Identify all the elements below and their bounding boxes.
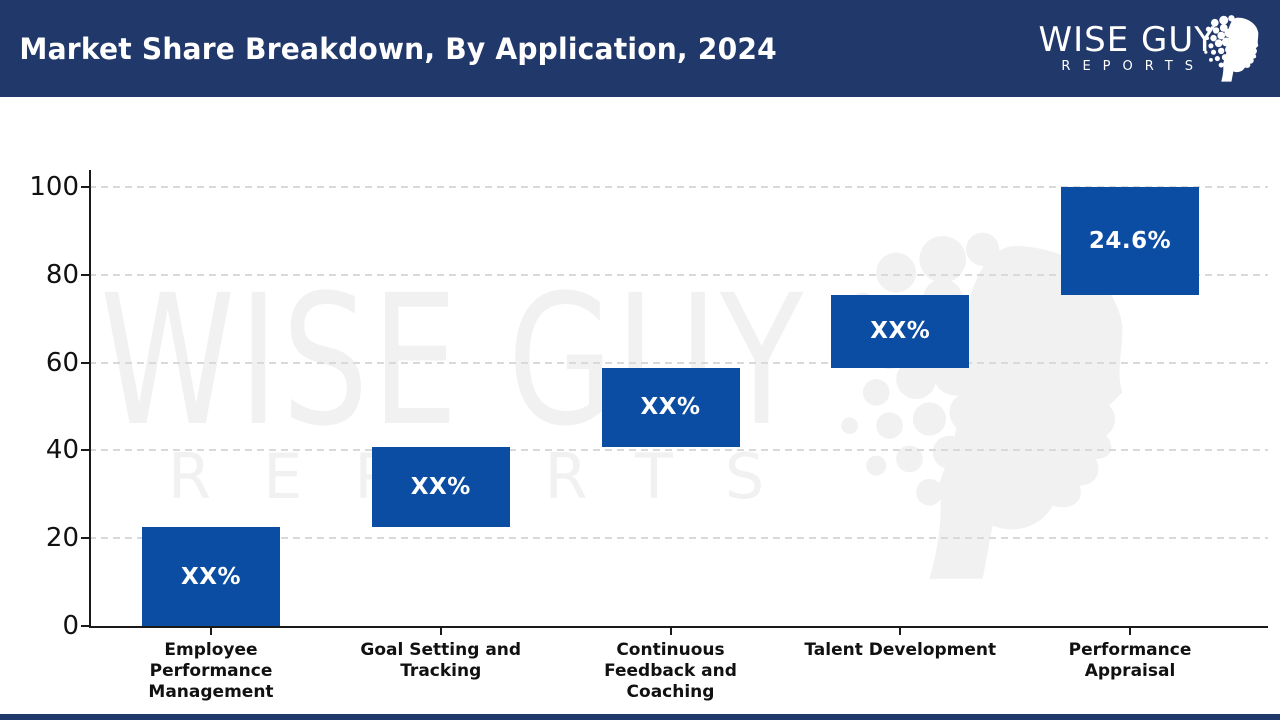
grid-line bbox=[89, 449, 1268, 452]
x-axis-tick bbox=[669, 628, 672, 635]
grid-line bbox=[89, 537, 1268, 540]
page-title: Market Share Breakdown, By Application, … bbox=[19, 31, 777, 66]
y-tick-label: 20 bbox=[45, 523, 79, 554]
y-tick-label: 100 bbox=[29, 172, 79, 202]
y-axis-tick bbox=[81, 186, 89, 188]
y-tick-label: 80 bbox=[45, 259, 79, 290]
x-axis-tick bbox=[1129, 628, 1131, 635]
x-axis-tick bbox=[899, 628, 902, 635]
brand-name: WISE GUY bbox=[1038, 19, 1216, 60]
bar-value-label: XX% bbox=[640, 394, 701, 421]
y-axis-tick bbox=[81, 449, 89, 452]
y-axis-tick bbox=[81, 537, 89, 540]
x-category-label: Continuous Feedback and Coaching bbox=[604, 640, 737, 702]
x-category-label: Goal Setting and Tracking bbox=[360, 640, 522, 681]
y-axis-tick bbox=[81, 625, 89, 627]
x-category-label: Employee Performance Management bbox=[148, 640, 274, 702]
bar-value-label: XX% bbox=[180, 563, 241, 590]
brand-subname: REPORTS bbox=[1061, 59, 1206, 75]
y-axis-tick bbox=[81, 361, 89, 364]
bar-segment: XX% bbox=[601, 367, 740, 447]
bar-segment: XX% bbox=[142, 527, 280, 626]
brand-logo-text: WISE GUY REPORTS bbox=[1038, 19, 1216, 75]
bar-value-label: XX% bbox=[410, 474, 471, 501]
y-axis-line bbox=[89, 170, 91, 628]
y-axis-tick bbox=[81, 273, 89, 276]
y-tick-label: 60 bbox=[45, 347, 79, 378]
brand-logo: WISE GUY REPORTS bbox=[1038, 13, 1280, 85]
grid-line bbox=[89, 361, 1268, 364]
bar-value-label: XX% bbox=[870, 318, 931, 345]
x-axis-line bbox=[89, 626, 1268, 628]
bar-value-label: 24.6% bbox=[1088, 227, 1172, 254]
bar-segment: 24.6% bbox=[1061, 187, 1199, 295]
x-category-label: Talent Development bbox=[804, 640, 997, 660]
y-tick-label: 40 bbox=[45, 435, 79, 466]
grid-line bbox=[89, 273, 1268, 276]
grid-line bbox=[89, 186, 1268, 188]
x-axis-tick bbox=[439, 628, 442, 635]
y-tick-label: 0 bbox=[62, 611, 79, 641]
footer-band bbox=[0, 714, 1280, 720]
head-profile-logo-icon bbox=[1202, 13, 1266, 85]
bar-segment: XX% bbox=[831, 294, 970, 368]
header-band: Market Share Breakdown, By Application, … bbox=[0, 0, 1280, 97]
x-axis-tick bbox=[210, 628, 212, 635]
bar-segment: XX% bbox=[371, 446, 510, 528]
x-category-label: Performance Appraisal bbox=[1068, 640, 1192, 681]
